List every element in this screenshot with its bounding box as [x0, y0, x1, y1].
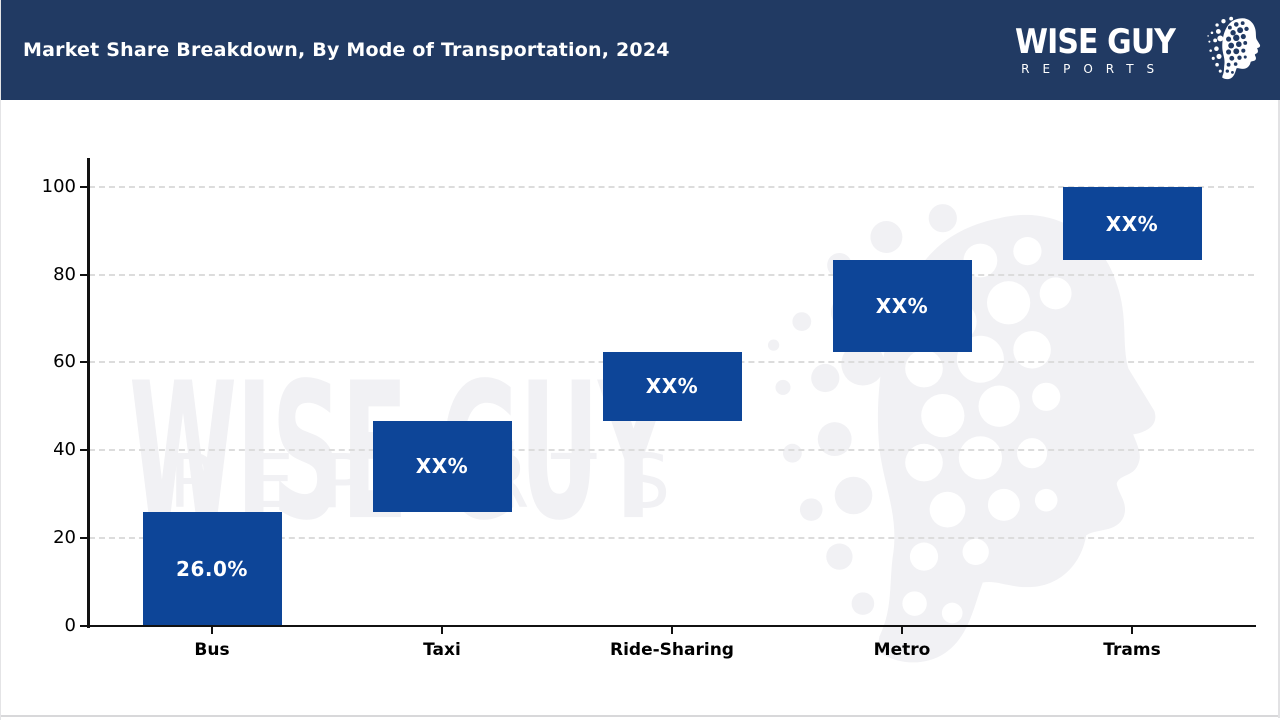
brand-logo: WISE GUY REPORTS: [1015, 0, 1267, 100]
gridline: [89, 273, 1254, 276]
x-axis-line: [87, 624, 1256, 627]
y-tick-mark: [80, 361, 87, 364]
y-tick-mark: [80, 273, 87, 276]
bar-ride-sharing: XX%: [602, 351, 742, 421]
y-tick-label: 80: [53, 263, 76, 285]
x-tick-mark: [211, 627, 213, 634]
x-tick-mark: [901, 627, 903, 634]
page-title: Market Share Breakdown, By Mode of Trans…: [23, 39, 670, 61]
bar-value-label: XX%: [415, 454, 469, 479]
y-tick-label: 60: [53, 351, 76, 373]
x-tick-mark: [1131, 627, 1133, 634]
logo-subtitle: REPORTS: [1021, 61, 1168, 76]
y-tick-mark: [80, 449, 87, 452]
y-tick-label: 40: [53, 439, 76, 461]
x-axis-label-taxi: Taxi: [423, 640, 461, 660]
y-tick-mark: [80, 185, 87, 188]
x-axis-label-ride-sharing: Ride-Sharing: [610, 640, 734, 660]
frame-bottom-border: [1, 715, 1280, 717]
y-axis-line: [87, 158, 90, 628]
bar-metro: XX%: [832, 260, 972, 352]
x-tick-mark: [441, 627, 443, 634]
frame-right-border: [1278, 100, 1280, 718]
gridline: [89, 185, 1254, 188]
bar-trams: XX%: [1062, 186, 1202, 261]
x-axis-label-bus: Bus: [194, 640, 230, 660]
bar-taxi: XX%: [372, 420, 512, 512]
header-bar: Market Share Breakdown, By Mode of Trans…: [1, 0, 1280, 100]
x-axis-label-metro: Metro: [873, 640, 931, 660]
y-tick-label: 20: [53, 527, 76, 549]
y-tick-label: 100: [41, 175, 76, 197]
y-tick-label: 0: [64, 615, 76, 636]
gridline: [89, 537, 1254, 540]
gridline: [89, 449, 1254, 452]
bar-value-label: XX%: [1105, 211, 1159, 236]
bar-value-label: XX%: [645, 374, 699, 399]
bar-value-label: XX%: [875, 294, 929, 319]
x-tick-mark: [671, 627, 673, 634]
logo-wordmark: WISE GUY: [1015, 21, 1176, 62]
brand-logo-text: WISE GUY REPORTS: [1015, 25, 1197, 76]
bar-value-label: 26.0%: [176, 556, 248, 581]
y-tick-mark: [80, 537, 87, 540]
bar-bus: 26.0%: [142, 511, 282, 626]
y-tick-mark: [80, 625, 87, 627]
x-axis-label-trams: Trams: [1103, 640, 1161, 660]
